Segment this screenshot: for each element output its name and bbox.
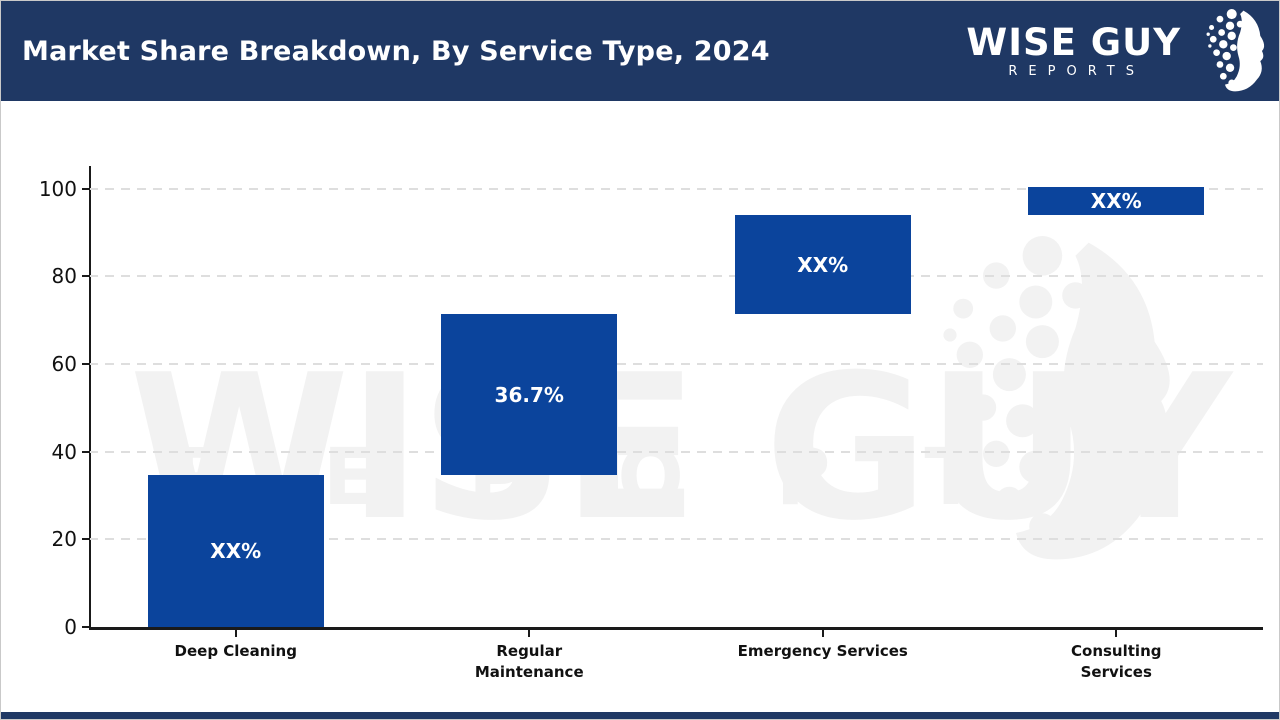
gridline (89, 187, 1263, 190)
bar-value-label: XX% (210, 539, 262, 564)
header-band: Market Share Breakdown, By Service Type,… (1, 1, 1279, 101)
bar-consulting-services: XX% (1028, 187, 1205, 216)
y-tick-mark (82, 275, 90, 278)
gridline (89, 275, 1263, 278)
x-tick-mark (234, 630, 237, 637)
y-tick-label: 80 (51, 264, 77, 289)
wise-guy-logo: WISE GUY REPORTS (966, 7, 1279, 95)
dotted-head-icon (1206, 9, 1265, 92)
y-tick-label: 0 (64, 615, 77, 639)
y-tick-mark (82, 538, 90, 541)
y-tick-mark (82, 187, 90, 190)
bar-value-label: XX% (1090, 189, 1142, 214)
gridline (89, 538, 1263, 541)
bar-value-label: XX% (797, 252, 849, 277)
bar-value-label: 36.7% (494, 382, 564, 407)
gridline (89, 450, 1263, 453)
bar-deep-cleaning: XX% (147, 475, 324, 627)
y-tick-mark (82, 363, 90, 366)
logo-subtitle: REPORTS (1008, 63, 1145, 79)
y-tick-label: 100 (38, 176, 77, 201)
x-category-label: Consulting Services (1071, 642, 1162, 681)
y-tick-label: 40 (51, 439, 77, 464)
y-tick-label: 60 (51, 352, 77, 377)
x-category-label: Deep Cleaning (174, 642, 297, 660)
logo-text: WISE GUY REPORTS (966, 24, 1181, 79)
x-tick-mark (821, 630, 824, 637)
y-axis-line (89, 166, 91, 628)
gridline (89, 363, 1263, 366)
bar-regular-maintenance: 36.7% (441, 314, 618, 476)
y-tick-label: 20 (51, 527, 77, 552)
y-tick-mark (82, 450, 90, 453)
y-tick-mark (82, 626, 90, 628)
x-tick-mark (1115, 630, 1118, 637)
x-axis-line (89, 627, 1263, 630)
x-category-label: Emergency Services (737, 642, 908, 660)
bar-emergency-services: XX% (734, 215, 911, 315)
page-title: Market Share Breakdown, By Service Type,… (22, 35, 770, 67)
logo-wordmark: WISE GUY (966, 20, 1181, 64)
x-tick-mark (528, 630, 531, 637)
footer-band (1, 712, 1279, 719)
x-category-label: Regular Maintenance (474, 642, 584, 681)
